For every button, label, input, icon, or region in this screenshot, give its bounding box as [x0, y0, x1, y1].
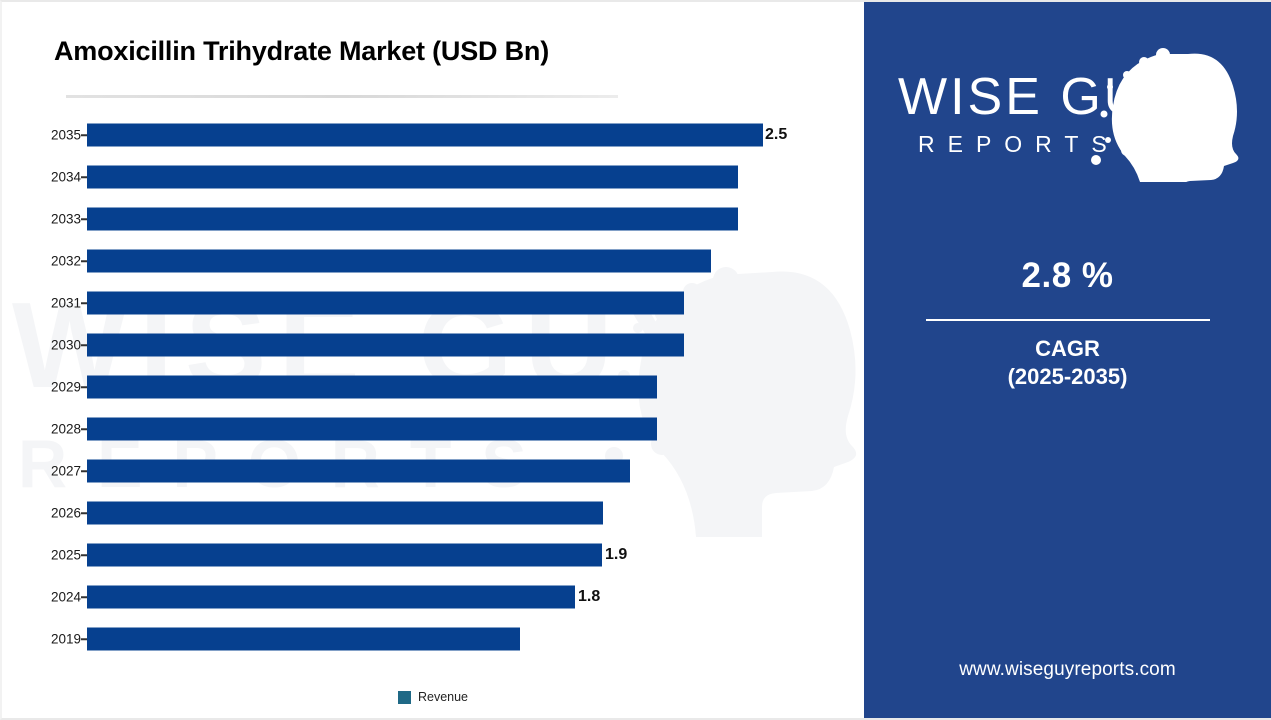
bar-row: 2029: [2, 366, 864, 408]
logo-secondary-text: REPORTS: [918, 131, 1120, 157]
cagr-divider: [925, 318, 1210, 321]
bar-row: 2026: [2, 492, 864, 534]
bar-row: 2024 1.8: [2, 576, 864, 618]
bar-row: 2034: [2, 156, 864, 198]
y-axis-tick-mark: [81, 218, 87, 220]
wiseguy-reports-logo: WISE GUY REPORTS: [898, 48, 1239, 182]
bar-row: 2028: [2, 408, 864, 450]
y-axis-tick-mark: [81, 302, 87, 304]
y-axis-tick-mark: [81, 596, 87, 598]
bar-row: 2031: [2, 282, 864, 324]
y-axis-tick-label: 2032: [50, 253, 81, 269]
y-axis-tick-label: 2030: [50, 337, 81, 353]
y-axis-tick-mark: [81, 554, 87, 556]
cagr-value: 2.8 %: [1021, 256, 1114, 295]
y-axis-tick-label: 2029: [50, 379, 81, 395]
cagr-block: 2.8 % CAGR (2025-2035): [864, 256, 1271, 391]
bar-revenue[interactable]: [87, 375, 657, 399]
y-axis-tick-mark: [81, 344, 87, 346]
bar-revenue[interactable]: [87, 459, 630, 483]
bar-revenue[interactable]: [87, 501, 603, 525]
bar-value-label: 2.5: [765, 126, 788, 143]
bar-row: 2032: [2, 240, 864, 282]
bar-revenue[interactable]: [87, 585, 575, 609]
y-axis-tick-mark: [81, 512, 87, 514]
y-axis-tick-mark: [81, 260, 87, 262]
y-axis-tick-mark: [81, 428, 87, 430]
chart-title: Amoxicillin Trihydrate Market (USD Bn): [54, 36, 549, 66]
bar-row: 2019: [2, 618, 864, 660]
y-axis-tick-label: 2027: [50, 463, 81, 479]
chart-legend: Revenue: [2, 690, 864, 704]
y-axis-tick-label: 2035: [50, 127, 81, 143]
y-axis-tick-label: 2034: [50, 169, 81, 185]
bar-row: 2033: [2, 198, 864, 240]
y-axis-tick-label: 2033: [50, 211, 81, 227]
cagr-period: (2025-2035): [1007, 364, 1128, 390]
bar-revenue[interactable]: [87, 165, 738, 189]
bar-revenue[interactable]: [87, 543, 602, 567]
bar-revenue[interactable]: [87, 291, 684, 315]
y-axis-tick-label: 2026: [50, 505, 81, 521]
y-axis-tick-label: 2019: [50, 631, 81, 647]
bar-row: 2025 1.9: [2, 534, 864, 576]
y-axis-tick-mark: [81, 638, 87, 640]
plot-area: 2035 2.5 2034 2033 2032: [2, 114, 864, 660]
y-axis-tick-label: 2024: [50, 589, 81, 605]
cagr-label: CAGR: [1035, 336, 1100, 361]
bar-revenue[interactable]: [87, 417, 657, 441]
bar-revenue[interactable]: [87, 249, 711, 273]
y-axis-tick-label: 2025: [50, 547, 81, 563]
bar-revenue[interactable]: [87, 627, 520, 651]
bar-revenue[interactable]: [87, 123, 763, 147]
y-axis-tick-label: 2028: [50, 421, 81, 437]
y-axis-tick-mark: [81, 176, 87, 178]
legend-swatch-revenue: [397, 690, 411, 704]
bar-value-label: 1.9: [605, 546, 628, 563]
title-divider: [66, 95, 618, 98]
bar-revenue[interactable]: [87, 207, 738, 231]
y-axis-tick-mark: [81, 470, 87, 472]
bar-value-label: 1.8: [578, 588, 601, 605]
chart-panel: WISE GUY REPORTS Amoxicillin Trihydrate …: [2, 2, 864, 718]
brand-panel: WISE GUY REPORTS 2.8 % CAGR (2025-2035): [864, 2, 1271, 718]
y-axis-tick-mark: [81, 386, 87, 388]
bar-revenue[interactable]: [87, 333, 684, 357]
bar-row: 2030: [2, 324, 864, 366]
bar-row: 2027: [2, 450, 864, 492]
bar-row: 2035 2.5: [2, 114, 864, 156]
dotted-head-profile-icon: [1091, 48, 1239, 182]
y-axis-tick-mark: [81, 134, 87, 136]
legend-label-revenue: Revenue: [417, 690, 469, 704]
y-axis-tick-label: 2031: [50, 295, 81, 311]
brand-url[interactable]: www.wiseguyreports.com: [959, 659, 1176, 680]
